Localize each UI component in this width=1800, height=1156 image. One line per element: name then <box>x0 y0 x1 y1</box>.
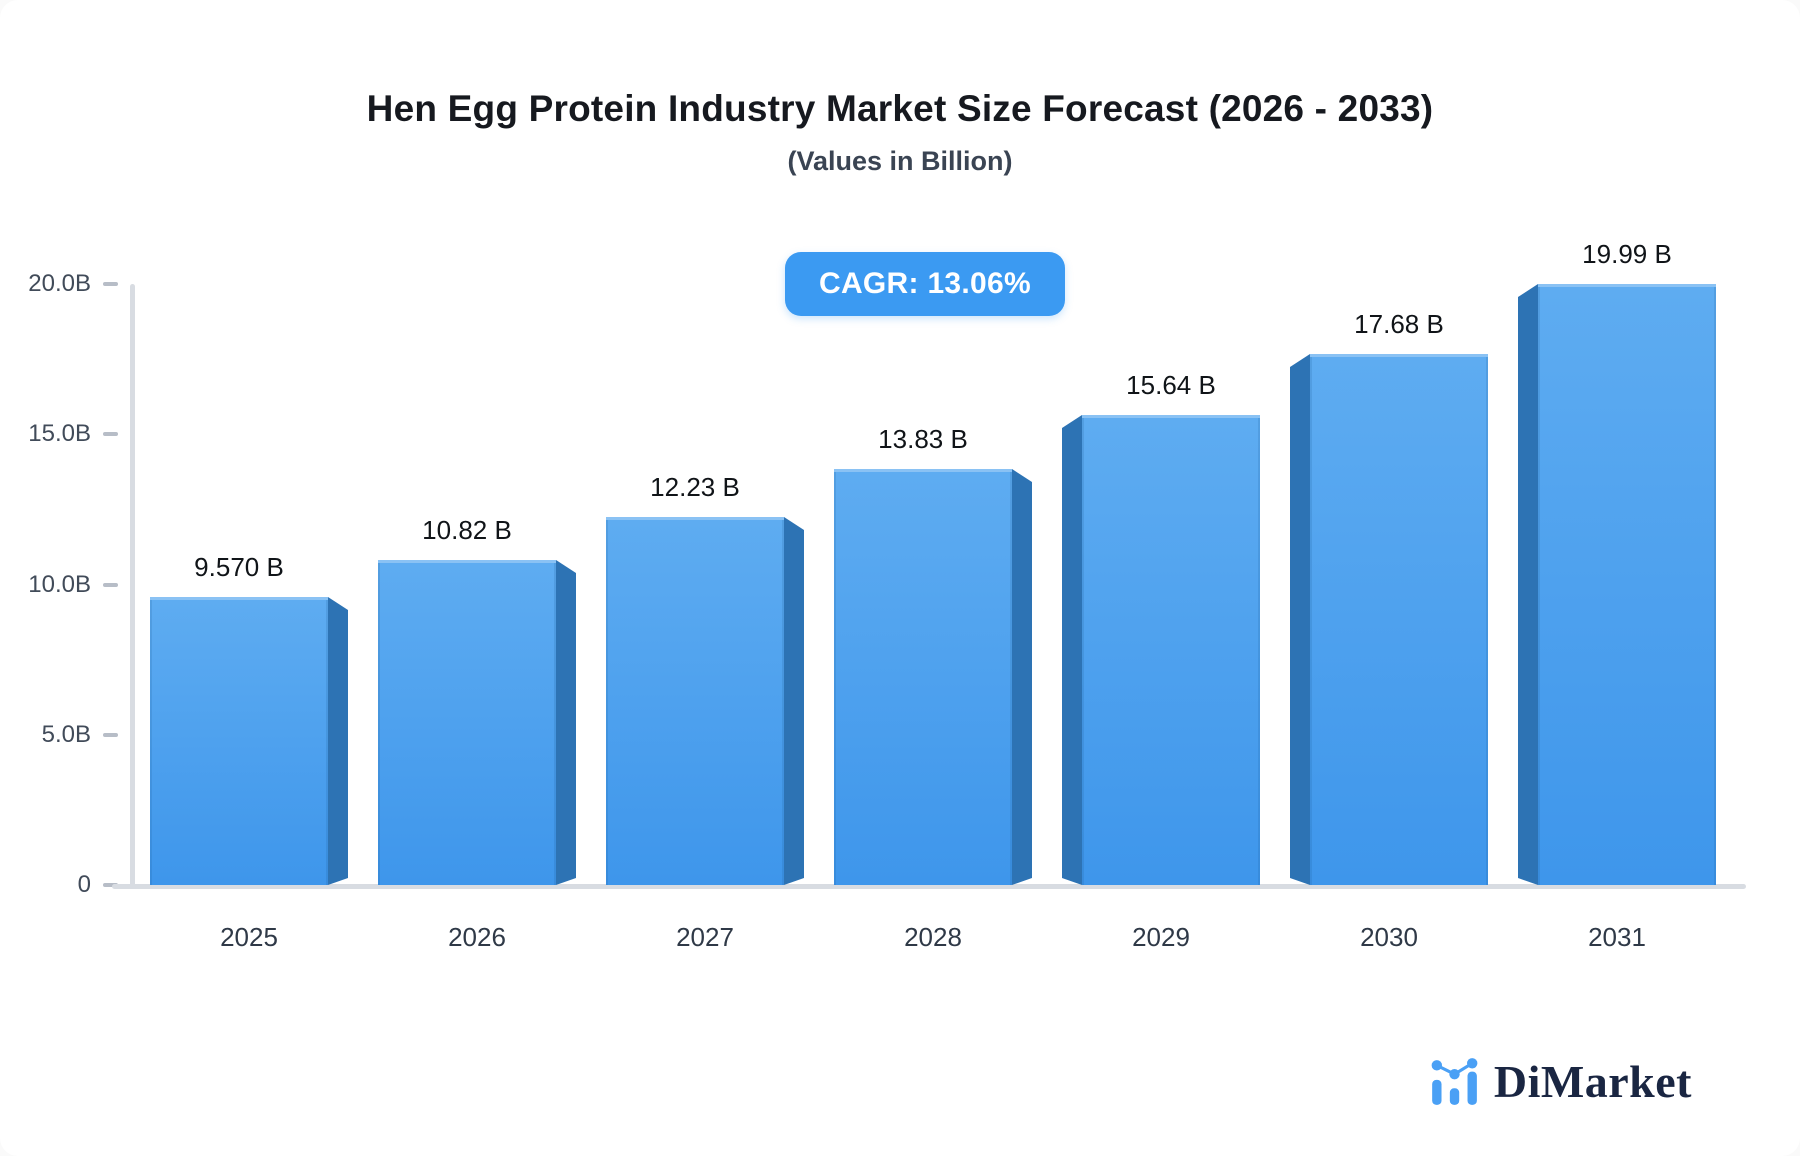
bar-face <box>1538 284 1716 885</box>
brand-logo: DiMarket <box>1428 1055 1692 1108</box>
bar-face <box>606 517 784 885</box>
brand-name: DiMarket <box>1493 1056 1692 1107</box>
bar-side-panel <box>784 517 804 885</box>
chart-header: Hen Egg Protein Industry Market Size For… <box>0 0 1800 177</box>
bar-face <box>834 469 1012 885</box>
x-axis-baseline <box>112 884 1746 889</box>
bar-column: 15.64 B <box>1062 284 1260 885</box>
x-axis-label: 2026 <box>448 922 506 952</box>
bar-face <box>1082 415 1260 885</box>
bar-side-panel <box>328 597 348 885</box>
plot-area: 9.570 B 10.82 B 12.23 B 13.83 B 15.64 B 17.68… <box>135 239 1716 885</box>
bar-side-panel <box>1012 469 1032 885</box>
bar-value-label: 15.64 B <box>1126 370 1216 400</box>
bar-face <box>150 597 328 885</box>
y-tick: 0 <box>77 871 118 898</box>
bar-column: 12.23 B <box>606 284 804 885</box>
tick-mark <box>103 432 118 437</box>
bar-side-panel <box>1062 415 1082 885</box>
x-axis-label: 2031 <box>1588 922 1646 952</box>
chart-subtitle: (Values in Billion) <box>787 146 1013 176</box>
bar-column: 9.570 B <box>150 284 348 885</box>
tick-mark <box>103 883 118 887</box>
tick-mark <box>103 732 118 737</box>
bar-column: 13.83 B <box>834 284 1032 885</box>
y-tick-label: 15.0B <box>28 420 91 448</box>
y-tick: 20.0B <box>28 270 118 297</box>
y-axis-line <box>130 284 135 889</box>
y-tick: 15.0B <box>28 420 118 448</box>
bar-side-panel <box>556 560 576 885</box>
y-tick: 5.0B <box>41 720 118 748</box>
x-axis-label: 2025 <box>220 922 278 952</box>
bar-columns: 9.570 B 10.82 B 12.23 B 13.83 B 15.64 B 17.68… <box>150 239 1716 885</box>
x-axis-label: 2030 <box>1360 922 1418 952</box>
bar-column: 19.99 B <box>1518 239 1716 885</box>
page-title: Hen Egg Protein Industry Market Size For… <box>366 88 1434 129</box>
bar-value-label: 10.82 B <box>422 515 512 545</box>
bar-value-label: 13.83 B <box>878 424 968 454</box>
y-tick: 10.0B <box>28 570 118 598</box>
x-axis-label: 2029 <box>1132 922 1190 952</box>
bar-value-label: 17.68 B <box>1354 309 1444 339</box>
bar-column: 10.82 B <box>378 284 576 885</box>
bar-chart-logo-icon <box>1428 1056 1480 1108</box>
bar-face <box>1310 354 1488 885</box>
cagr-badge: CAGR: 13.06% <box>784 252 1066 316</box>
tick-mark <box>103 582 118 587</box>
x-axis-label: 2027 <box>676 922 734 952</box>
y-tick-label: 10.0B <box>28 570 91 598</box>
bar-side-panel <box>1290 354 1310 885</box>
tick-mark <box>103 282 118 286</box>
bar-value-label: 9.570 B <box>194 552 284 582</box>
y-tick-label: 0 <box>77 871 91 898</box>
bar-column: 17.68 B <box>1290 284 1488 885</box>
y-axis: 20.0B 15.0B 10.0B 5.0B 0 <box>0 270 118 898</box>
bar-side-panel <box>1518 284 1538 885</box>
bar-value-label: 19.99 B <box>1582 239 1672 269</box>
bar-value-label: 12.23 B <box>650 472 740 502</box>
y-tick-label: 5.0B <box>41 720 91 748</box>
bar-face <box>378 560 556 885</box>
x-axis-label: 2028 <box>904 922 962 952</box>
x-axis-labels: 2025 2026 2027 2028 2029 2030 2031 <box>150 922 1716 953</box>
y-tick-label: 20.0B <box>28 270 91 297</box>
